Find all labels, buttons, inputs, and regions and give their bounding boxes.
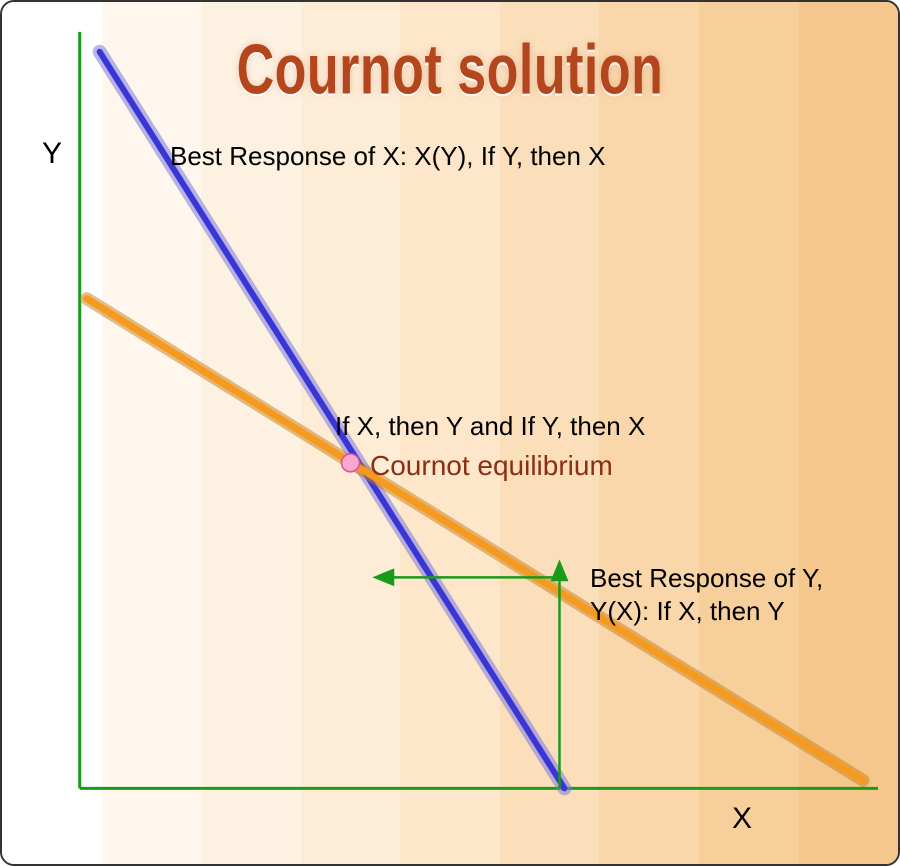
- diagram-frame: Cournot solution Y X Best Response of X:…: [0, 0, 900, 866]
- orange-line: [87, 299, 863, 781]
- intersection-label: If X, then Y and If Y, then X: [335, 410, 645, 443]
- x-axis-label: X: [732, 802, 752, 836]
- best-response-y-label: Best Response of Y, Y(X): If X, then Y: [590, 562, 823, 627]
- equilibrium-label: Cournot equilibrium: [370, 450, 613, 482]
- y-axis-label: Y: [42, 137, 62, 171]
- equilibrium-point: [342, 454, 360, 472]
- best-response-x-label: Best Response of X: X(Y), If Y, then X: [170, 140, 606, 173]
